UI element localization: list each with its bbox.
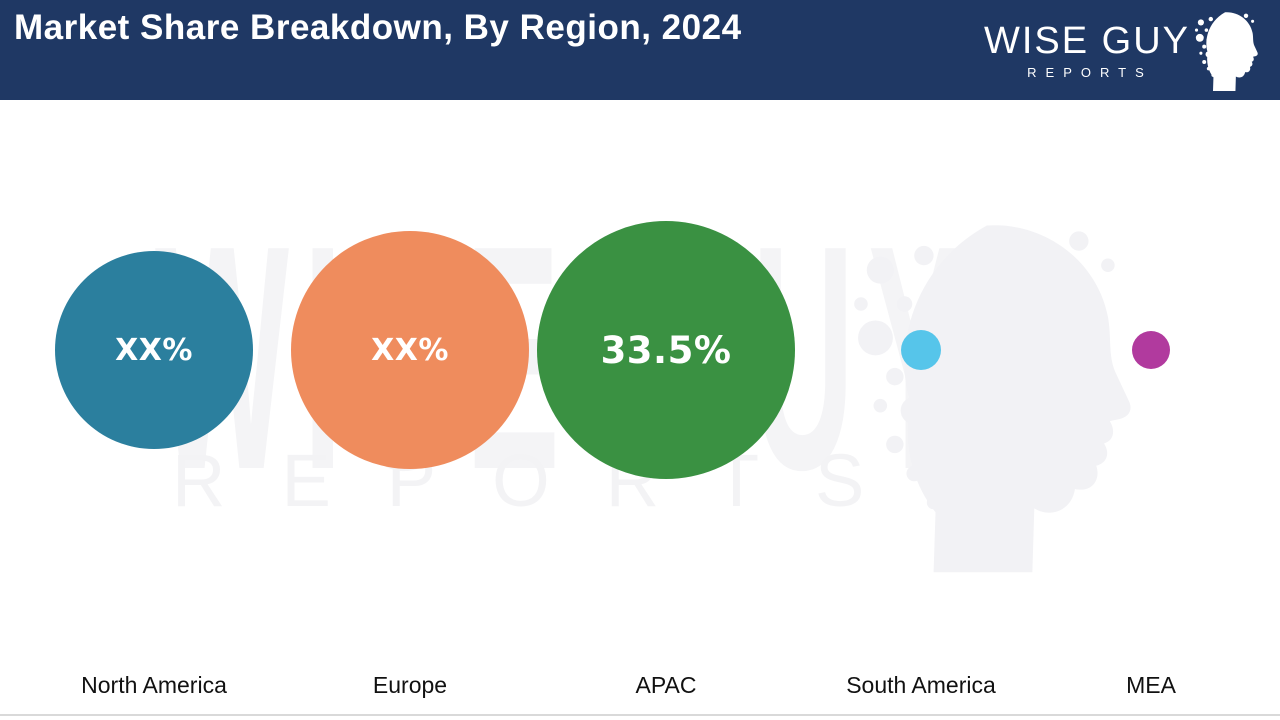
wise-guy-reports-logo: WISE GUY REPORTS [984,6,1268,94]
logo-wiseguy-text: WISE GUY [983,20,1190,62]
bubble-value-label: XX% [371,332,449,368]
region-label: MEA [1126,672,1176,698]
bubble-value-label: XX% [115,332,193,368]
header-bar: Market Share Breakdown, By Region, 2024 … [0,0,1280,100]
page-title: Market Share Breakdown, By Region, 2024 [14,8,742,47]
region-bubble: XX% [55,251,253,449]
logo-head-icon [1180,8,1268,94]
region-bubble [901,330,941,370]
region-label: North America [81,672,227,698]
bottom-divider [0,714,1280,716]
region-bubble: 33.5% [537,221,795,479]
region-bubble [1132,331,1170,369]
region-bubble: XX% [291,231,529,469]
region-label: Europe [372,672,448,698]
region-label: South America [846,672,996,698]
region-label: APAC [635,672,697,698]
logo-reports-text: REPORTS [1027,65,1153,80]
bubble-value-label: 33.5% [600,328,732,372]
